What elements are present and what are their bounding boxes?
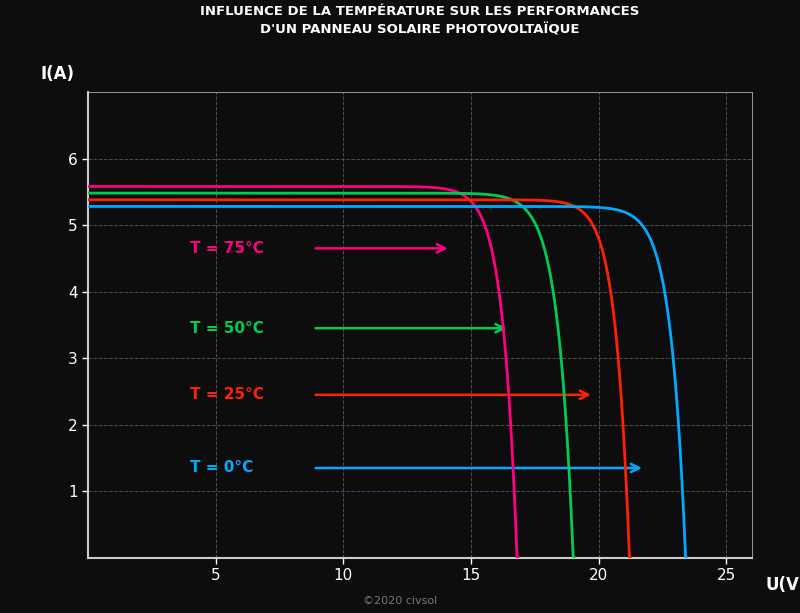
Text: T = 25°C: T = 25°C bbox=[190, 387, 264, 402]
Text: ©2020 civsol: ©2020 civsol bbox=[363, 596, 437, 606]
Text: T = 75°C: T = 75°C bbox=[190, 241, 264, 256]
Text: U(V): U(V) bbox=[766, 576, 800, 595]
Text: I(A): I(A) bbox=[41, 64, 74, 83]
Text: T = 0°C: T = 0°C bbox=[190, 460, 254, 476]
Text: INFLUENCE DE LA TEMPÉRATURE SUR LES PERFORMANCES
D'UN PANNEAU SOLAIRE PHOTOVOLTA: INFLUENCE DE LA TEMPÉRATURE SUR LES PERF… bbox=[200, 5, 640, 36]
Text: T = 50°C: T = 50°C bbox=[190, 321, 264, 336]
